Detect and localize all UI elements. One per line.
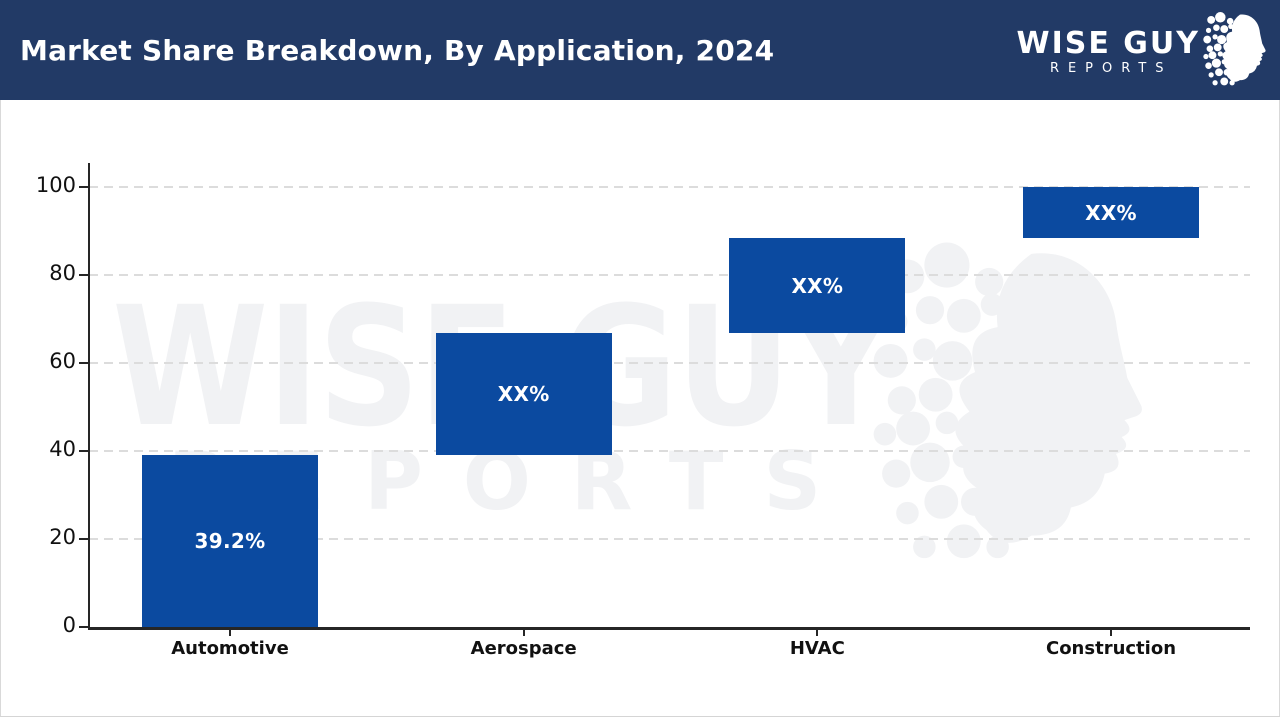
- x-tick-mark: [1110, 627, 1112, 636]
- bar-hvac: XX%: [729, 238, 906, 334]
- y-tick-mark: [79, 450, 88, 452]
- x-category-label: Construction: [1045, 638, 1177, 659]
- y-tick-mark: [79, 186, 88, 188]
- bar-aerospace: XX%: [435, 333, 612, 455]
- y-tick-label: 0: [62, 613, 76, 637]
- y-tick-mark: [79, 626, 88, 628]
- frame-hairline-left: [0, 100, 1, 717]
- bar-automotive: 39.2%: [142, 454, 318, 627]
- gridline: [89, 274, 1250, 276]
- x-category-label: Automotive: [171, 638, 289, 659]
- logo-wordmark: WISE GUY REPORTS: [1016, 28, 1200, 77]
- y-tick-label: 20: [49, 525, 76, 549]
- y-tick-mark: [79, 538, 88, 540]
- logo-head-icon: [1202, 8, 1274, 92]
- page-title: Market Share Breakdown, By Application, …: [20, 33, 775, 67]
- x-category-label: Aerospace: [470, 638, 577, 659]
- x-category-label: HVAC: [789, 638, 845, 659]
- header-bar: Market Share Breakdown, By Application, …: [0, 0, 1280, 100]
- gridline: [89, 186, 1250, 188]
- x-tick-mark: [229, 627, 231, 636]
- y-tick-label: 40: [49, 437, 76, 461]
- x-tick-mark: [522, 627, 525, 636]
- bar-value-label: XX%: [791, 273, 844, 298]
- y-tick-mark: [79, 362, 88, 364]
- brand-logo: WISE GUY REPORTS: [1016, 0, 1274, 100]
- bar-construction: XX%: [1023, 187, 1199, 239]
- gridline: [89, 450, 1250, 452]
- frame-hairline-bottom: [0, 716, 1280, 717]
- y-tick-mark: [79, 274, 88, 276]
- bar-value-label: XX%: [497, 381, 550, 406]
- bar-value-label: 39.2%: [194, 528, 266, 553]
- y-tick-label: 100: [35, 173, 76, 197]
- gridline: [89, 362, 1250, 364]
- bar-value-label: XX%: [1085, 200, 1137, 225]
- y-axis-spine: [88, 163, 90, 630]
- x-tick-mark: [816, 627, 819, 636]
- x-axis-spine: [88, 627, 1250, 630]
- gridline: [89, 538, 1250, 540]
- y-tick-label: 60: [49, 349, 76, 373]
- y-tick-label: 80: [49, 261, 76, 285]
- logo-wordmark-line1: WISE GUY: [1016, 25, 1200, 61]
- logo-wordmark-line2: REPORTS: [1049, 61, 1173, 77]
